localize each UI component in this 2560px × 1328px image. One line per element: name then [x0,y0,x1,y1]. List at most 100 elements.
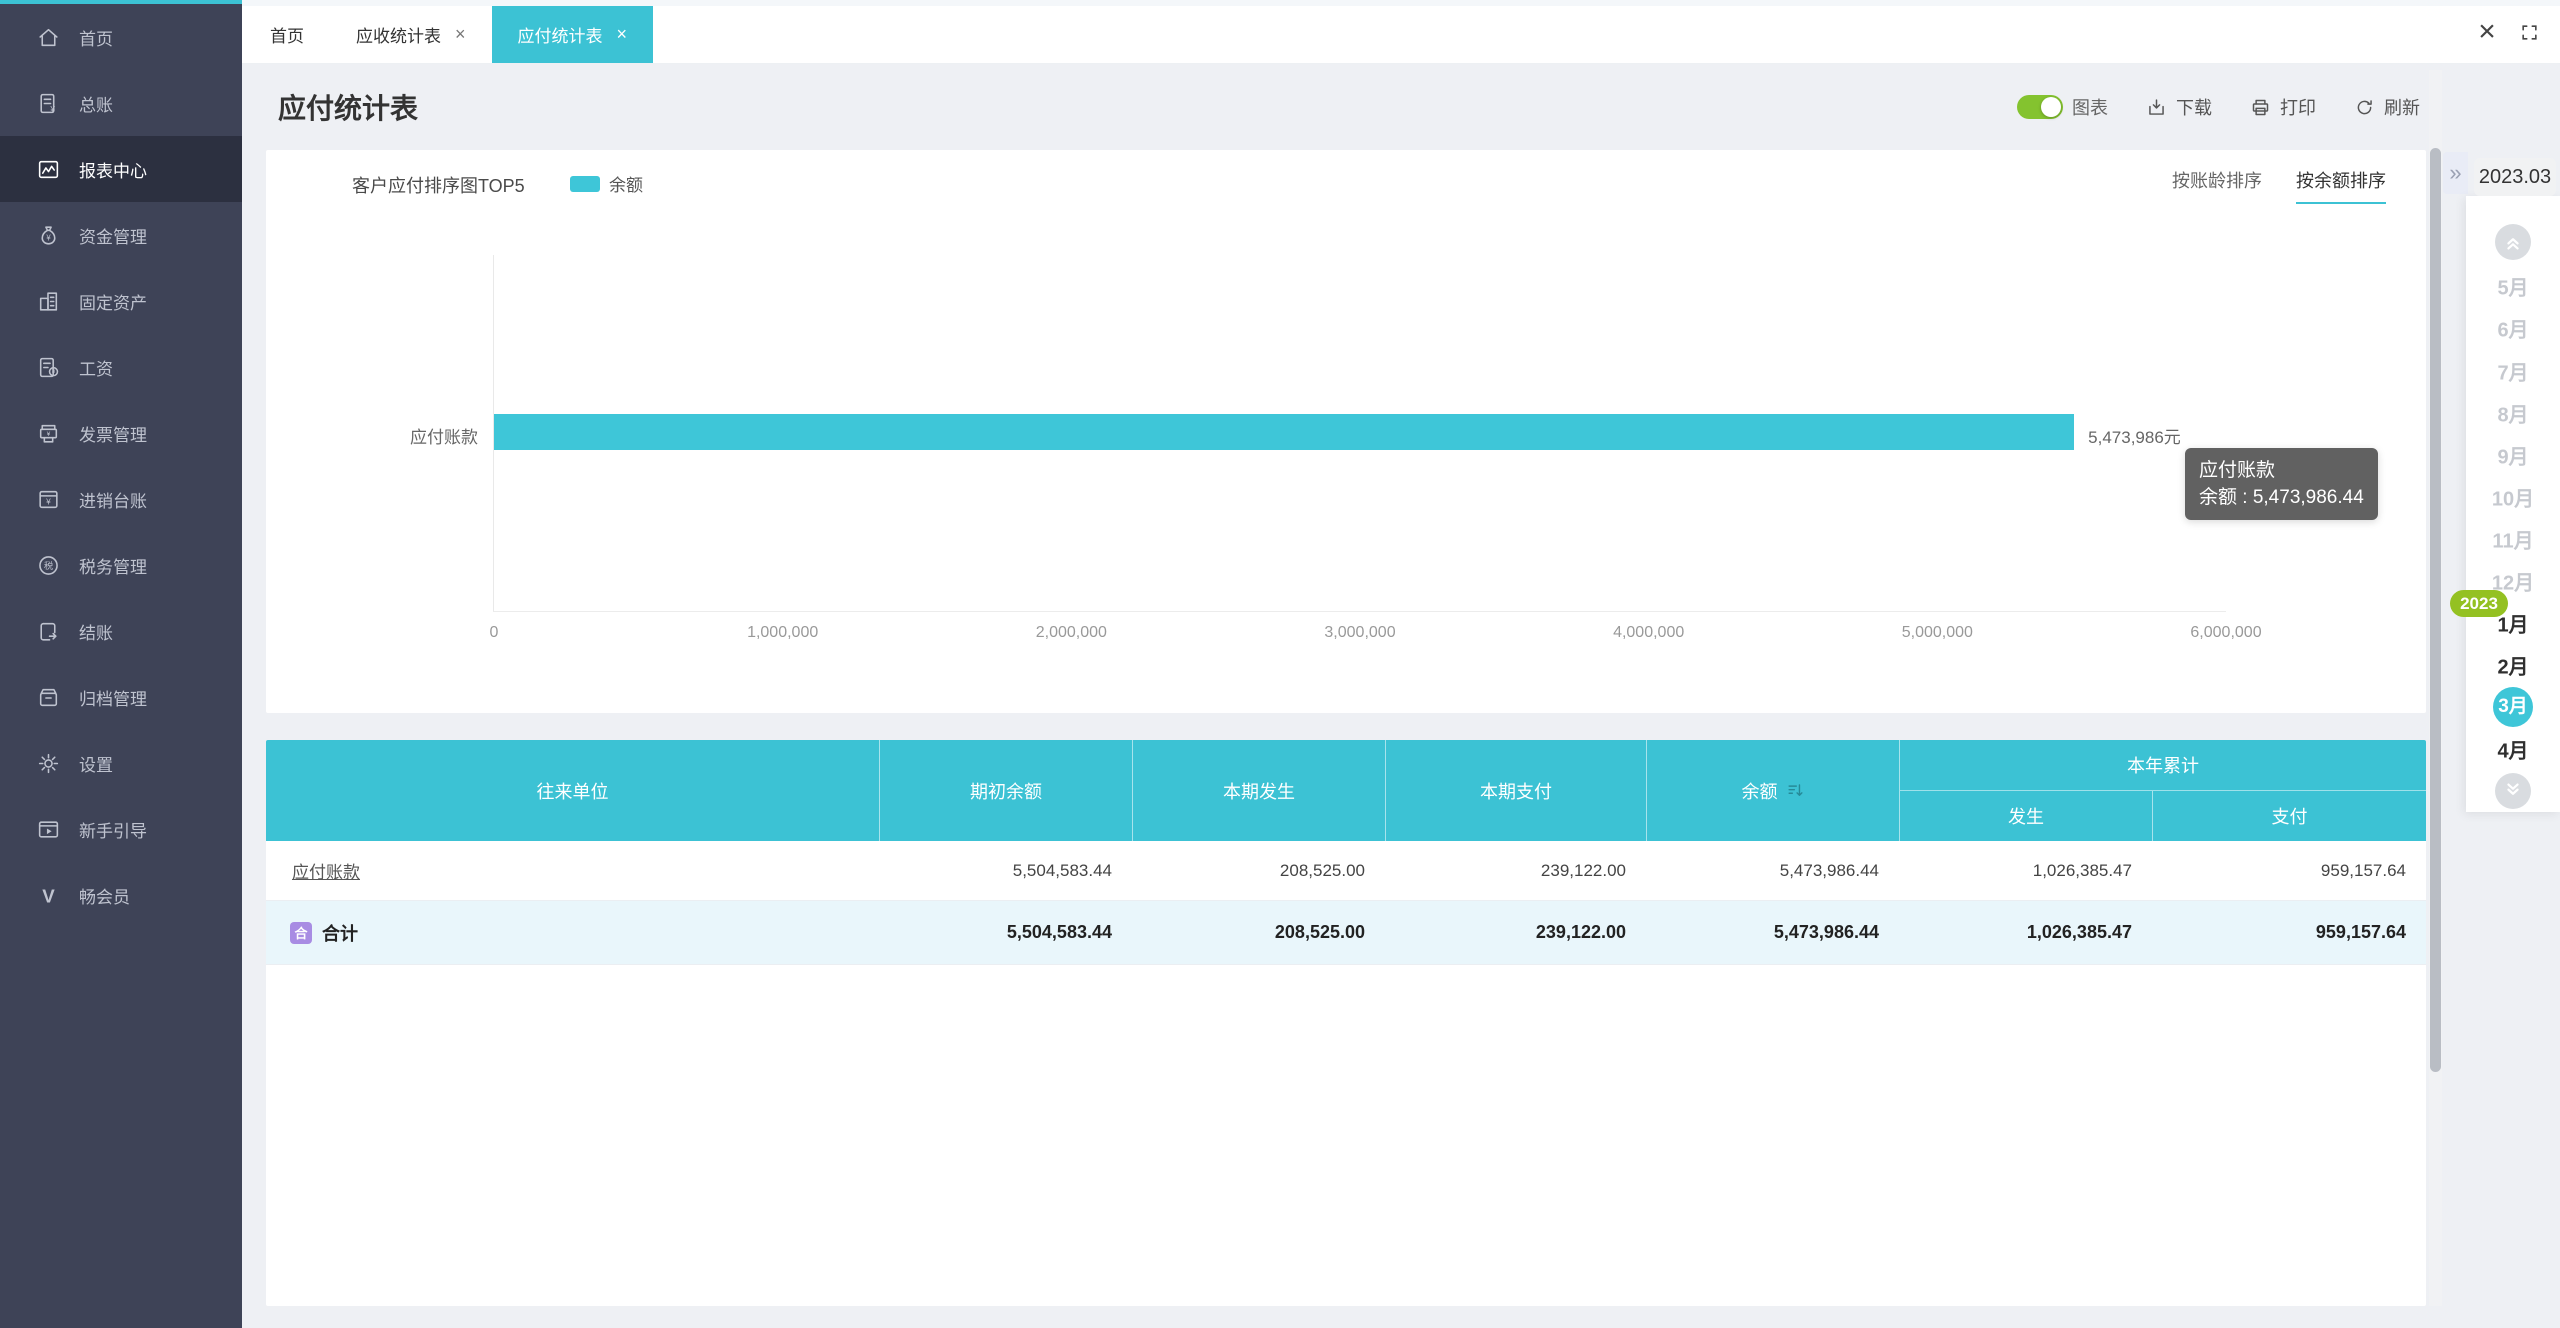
row-unit-cell: 应付账款 [266,858,879,883]
row-ytd-paid: 959,157.64 [2320,860,2406,880]
tab-close-icon[interactable]: × [455,24,466,44]
sidebar-item-report-center[interactable]: 报表中心 [0,136,242,202]
month-item-9[interactable]: 9月 [2497,446,2529,469]
sidebar-item-general-ledger[interactable]: ¥ 总账 [0,70,242,136]
tab-home[interactable]: 首页 [244,5,330,63]
report-center-icon [38,160,59,178]
sidebar-item-label: 报表中心 [79,161,147,181]
sidebar-item-label: 首页 [79,29,113,49]
sidebar-item-label: 进销台账 [79,491,147,511]
month-item-7[interactable]: 7月 [2497,362,2529,385]
col-header-ytd-group: 本年累计 [1899,740,2426,791]
sidebar-item-invoice-management[interactable]: ¥ 发票管理 [0,400,242,466]
month-item-12[interactable]: 12月 [2491,572,2535,595]
print-button[interactable]: 打印 [2250,94,2316,120]
sidebar-item-label: 新手引导 [79,821,147,841]
scrollbar-thumb[interactable] [2430,148,2441,1072]
col-header-ytd-paid: 支付 [2152,791,2426,841]
sidebar-item-beginner-guide[interactable]: 新手引导 [0,796,242,862]
chart-legend[interactable]: 余额 [570,171,643,196]
tab-bar-top-strip [242,0,2560,6]
tab-receivable-stats[interactable]: 应收统计表 × [330,5,492,63]
tax-management-icon: 税 [39,555,58,575]
sidebar-item-settings[interactable]: 设置 [0,730,242,796]
month-item-8[interactable]: 8月 [2497,404,2529,427]
tab-label: 首页 [270,26,304,46]
sidebar-item-label: 资金管理 [79,227,147,247]
scroll-months-up-button[interactable] [2495,224,2531,260]
x-axis-tick: 4,000,000 [1613,624,1685,641]
download-icon [2149,98,2164,115]
fullscreen-icon[interactable] [2518,21,2540,43]
total-current-incurred: 208,525.00 [1274,922,1365,942]
svg-text:税: 税 [44,559,54,570]
total-badge-icon: 合 [290,921,312,944]
beginner-guide-icon [38,820,59,838]
month-item-1[interactable]: 1月 [2497,614,2529,637]
sidebar-item-funds-management[interactable]: ¥ 资金管理 [0,202,242,268]
sidebar-item-tax-management[interactable]: 税 税务管理 [0,532,242,598]
table-header: 往来单位 期初余额 本期发生 本期支付 余额 本年累计 发生 支付 [266,740,2426,841]
sidebar-item-label: 发票管理 [79,425,147,445]
chart-toggle-label: 图表 [2072,98,2108,118]
sidebar-item-closing[interactable]: 结账 [0,598,242,664]
month-item-5[interactable]: 5月 [2497,277,2529,300]
month-item-4[interactable]: 4月 [2497,740,2529,763]
month-item-3-active[interactable]: 3月 [2493,687,2533,727]
total-row: 合 合计 5,504,583.44 208,525.00 239,122.00 … [266,901,2426,965]
sort-by-balance-link[interactable]: 按余额排序 [2296,167,2386,204]
sidebar-item-member[interactable]: V 畅会员 [0,862,242,928]
col-header-balance[interactable]: 余额 [1646,740,1899,841]
chevron-double-up-icon [2507,238,2519,250]
year-badge: 2023 [2450,590,2508,617]
month-item-6[interactable]: 6月 [2497,319,2529,342]
invoice-management-icon: ¥ [39,424,58,443]
svg-text:V: V [42,885,55,906]
svg-text:¥: ¥ [46,233,51,242]
sort-by-age-link[interactable]: 按账龄排序 [2172,171,2262,191]
payables-table-card: 往来单位 期初余额 本期发生 本期支付 余额 本年累计 发生 支付 应付账款 5… [266,740,2426,1306]
tab-payable-stats[interactable]: 应付统计表 × [491,5,654,63]
col-header-opening-balance: 期初余额 [879,740,1132,841]
scroll-months-down-button[interactable] [2495,773,2531,809]
toggle-knob [2041,97,2061,117]
svg-text:¥: ¥ [47,431,51,438]
chevron-double-down-icon [2507,783,2519,795]
month-item-2[interactable]: 2月 [2497,656,2529,679]
member-icon: V [42,885,55,906]
close-window-icon[interactable]: × [2478,15,2496,48]
payable-account-link[interactable]: 应付账款 [292,863,360,882]
download-label: 下载 [2176,98,2212,118]
sidebar-item-label: 固定资产 [79,293,147,313]
sidebar-item-salary[interactable]: ¥ 工资 [0,334,242,400]
sidebar-top-accent-strip [0,0,242,4]
chart-bar[interactable] [494,414,2075,450]
x-axis-tick: 3,000,000 [1324,624,1396,641]
main-area: 首页 应收统计表 × 应付统计表 × × 应付统计表 图表 下载 [242,0,2560,1328]
row-opening-balance: 5,504,583.44 [1012,860,1112,880]
total-opening-balance: 5,504,583.44 [1006,922,1112,942]
month-item-10[interactable]: 10月 [2491,488,2535,511]
legend-label: 余额 [609,176,643,195]
chart-toggle[interactable] [2017,95,2063,119]
row-current-paid: 239,122.00 [1540,860,1626,880]
sidebar-item-label: 设置 [79,755,113,775]
sidebar-item-fixed-assets[interactable]: 固定资产 [0,268,242,334]
tooltip-value: 余额 : 5,473,986.44 [2199,487,2364,508]
salary-icon: ¥ [39,357,59,377]
download-button[interactable]: 下载 [2146,94,2212,120]
collapse-panel-button[interactable]: » [2443,152,2468,194]
current-period-label: 2023.03 [2474,158,2556,196]
fixed-assets-icon [39,291,58,311]
print-icon [2252,99,2269,115]
sort-descending-icon[interactable] [1786,781,1805,800]
sidebar-item-archive-management[interactable]: 归档管理 [0,664,242,730]
refresh-button[interactable]: 刷新 [2354,94,2420,120]
settings-icon [38,753,59,773]
tab-close-icon[interactable]: × [616,24,628,44]
month-item-11[interactable]: 11月 [2492,530,2534,553]
sidebar-item-home[interactable]: 首页 [0,4,242,70]
row-ytd-incurred: 1,026,385.47 [2032,860,2132,880]
total-name-cell: 合 合计 [266,920,879,946]
sidebar-item-purchase-sales-ledger[interactable]: ¥ 进销台账 [0,466,242,532]
